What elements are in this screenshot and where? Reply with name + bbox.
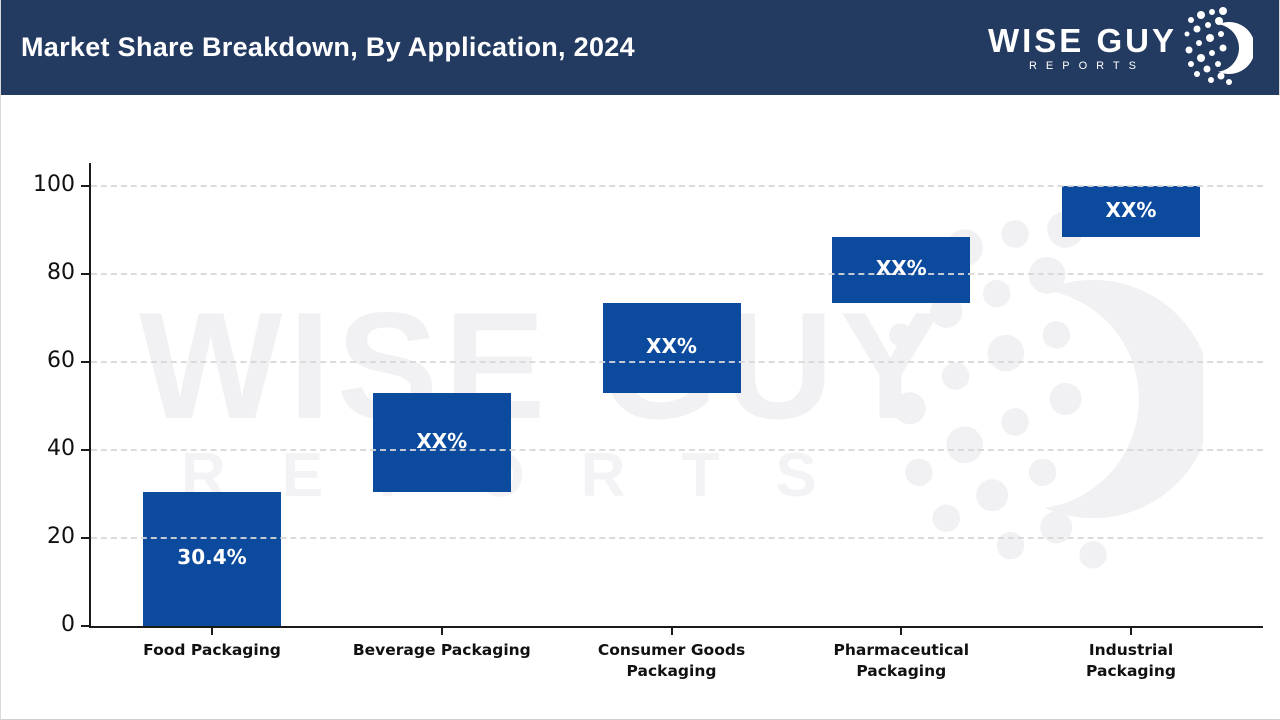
y-axis-line [89, 163, 91, 628]
y-tick-label-60: 60 [47, 348, 75, 373]
dotted-head-icon [1184, 6, 1253, 85]
x-tick-consumer-goods [670, 628, 673, 635]
gridline-80 [91, 273, 1263, 275]
y-tick-40 [81, 449, 89, 451]
x-tick-industrial [1130, 628, 1132, 635]
y-tick-0 [81, 625, 89, 627]
x-label-industrial: Industrial Packaging [1086, 641, 1176, 680]
y-tick-100 [81, 185, 89, 187]
bar-label-industrial-packaging: XX% [1105, 197, 1157, 222]
logo-wordmark: WISE GUY [987, 21, 1177, 59]
bar-beverage-packaging [372, 392, 511, 493]
bar-label-food-packaging: 30.4% [177, 545, 247, 570]
y-tick-20 [81, 537, 89, 539]
gridline-20 [91, 537, 1263, 539]
x-label-pharmaceutical: Pharmaceutical Packaging [833, 641, 970, 680]
y-tick-label-100: 100 [33, 172, 75, 197]
bar-label-consumer-goods-packaging: XX% [646, 334, 697, 359]
brand-logo-text: WISE GUY REPORTS [988, 24, 1177, 72]
x-label-consumer-goods: Consumer Goods Packaging [597, 641, 746, 680]
y-tick-label-40: 40 [47, 436, 75, 461]
x-tick-beverage-packaging [440, 628, 443, 635]
x-axis-line [89, 626, 1263, 628]
x-tick-food-packaging [211, 628, 213, 635]
x-label-beverage-packaging: Beverage Packaging [352, 641, 531, 659]
y-tick-60 [81, 361, 89, 363]
y-tick-label-80: 80 [47, 260, 75, 285]
x-tick-pharmaceutical [900, 628, 903, 635]
bar-consumer-goods-packaging [602, 303, 741, 393]
chart-area: WISE GUY REPORTS 0 20 40 60 80 100 30.4% XX% XX%… [1, 95, 1280, 719]
y-tick-80 [81, 273, 89, 275]
page-title: Market Share Breakdown, By Application, … [21, 32, 635, 62]
bar-food-packaging [143, 492, 281, 626]
x-label-food-packaging: Food Packaging [143, 641, 281, 659]
bar-pharmaceutical-packaging [832, 237, 971, 304]
header-bar: Market Share Breakdown, By Application, … [1, 0, 1279, 95]
y-tick-label-20: 20 [47, 524, 75, 549]
watermark-wordmark: WISE GUY [139, 281, 948, 451]
gridline-100 [91, 185, 1263, 187]
brand-logo: WISE GUY REPORTS [988, 6, 1253, 90]
watermark-subtitle: REPORTS [181, 441, 873, 510]
gridline-60 [91, 361, 1263, 363]
logo-subtitle: REPORTS [1028, 59, 1145, 72]
gridline-40 [91, 449, 1263, 451]
bar-label-beverage-packaging: XX% [416, 428, 468, 453]
bar-label-pharmaceutical-packaging: XX% [875, 256, 927, 281]
y-tick-label-0: 0 [61, 612, 75, 637]
bar-industrial-packaging [1062, 186, 1200, 238]
